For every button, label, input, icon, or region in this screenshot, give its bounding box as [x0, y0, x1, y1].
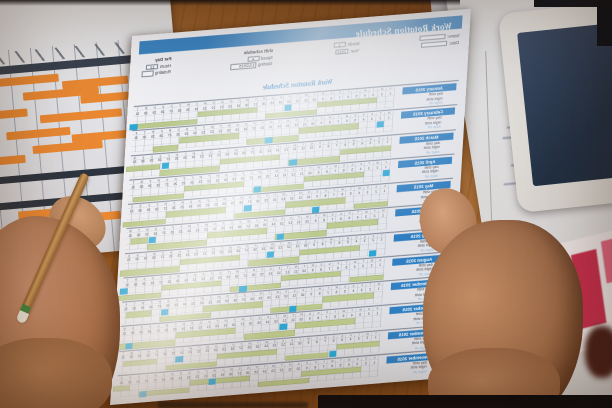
- off-day-marker: [376, 121, 385, 128]
- right-edge-dark-object: [597, 0, 612, 46]
- hours-field: 12: [146, 63, 159, 70]
- off-day-marker: [129, 123, 138, 131]
- gantt-bar: [32, 140, 103, 155]
- form-block-month: Month: 1 Year: 2015: [333, 41, 360, 55]
- speed-label: Speed: [260, 54, 274, 61]
- off-day-marker: [266, 251, 275, 259]
- name-label: Name:: [446, 32, 460, 39]
- date-label: Date:: [448, 39, 460, 46]
- off-day-marker: [283, 104, 292, 111]
- year-field: 2015: [335, 48, 349, 55]
- top-right-dark-object: [534, 0, 612, 7]
- off-day-marker: [253, 186, 262, 194]
- off-day-marker: [175, 356, 184, 363]
- form-block-per-day: Per Day Hours 12 Rotating: [141, 56, 172, 77]
- form-block-shift-schedule: shift schedule Speed 4 Starting 1/1/2015: [230, 48, 274, 70]
- off-day-marker: [161, 162, 170, 170]
- off-day-marker: [139, 390, 147, 398]
- off-day-marker: [276, 233, 284, 241]
- off-day-marker: [289, 159, 297, 167]
- month-label: Month:: [346, 40, 360, 47]
- off-day-marker: [119, 287, 128, 295]
- off-day-marker: [289, 305, 297, 313]
- off-day-marker: [279, 323, 288, 331]
- off-day-marker: [382, 169, 390, 176]
- gantt-bar: [6, 126, 71, 141]
- tablet-device: [498, 0, 612, 213]
- starting-label: Starting: [257, 61, 273, 68]
- date-field: [421, 40, 448, 48]
- rotating-field: [141, 70, 154, 77]
- schedule-content-mirrored: Work Rotation Schedule Name: Date: Month…: [110, 9, 471, 405]
- form-block-name: Name: Date:: [419, 32, 460, 48]
- off-day-marker: [148, 236, 157, 244]
- off-day-marker: [208, 378, 216, 385]
- gantt-bar: [0, 108, 28, 121]
- year-label: Year:: [349, 47, 360, 54]
- off-day-marker: [125, 342, 133, 350]
- off-day-marker: [243, 204, 252, 212]
- top-edge-shadow: [0, 0, 460, 6]
- bottom-edge-dark-band: [318, 395, 612, 408]
- off-day-marker: [161, 308, 169, 316]
- shadow-blob: [585, 326, 612, 378]
- month-field: 1: [333, 41, 346, 49]
- off-day-marker: [264, 136, 273, 144]
- speed-field: 4: [247, 55, 260, 62]
- work-rotation-schedule-paper: Work Rotation Schedule Name: Date: Month…: [110, 8, 471, 405]
- left-hand-lower: [0, 338, 112, 408]
- gantt-bar: [0, 73, 59, 87]
- schedule-months: January 2015 day shift night shift days off…: [112, 79, 459, 399]
- off-day-marker: [368, 250, 377, 257]
- hours-label: Hours: [159, 62, 172, 69]
- off-day-marker: [239, 285, 247, 292]
- rotating-label: Rotating: [154, 69, 171, 76]
- gantt-bar: [0, 154, 26, 167]
- starting-field: 1/1/2015: [230, 62, 257, 70]
- bottom-edge-shadow: [158, 402, 308, 408]
- red-chart-bar: [600, 237, 612, 284]
- off-day-marker: [311, 206, 320, 213]
- gantt-bar: [39, 108, 123, 124]
